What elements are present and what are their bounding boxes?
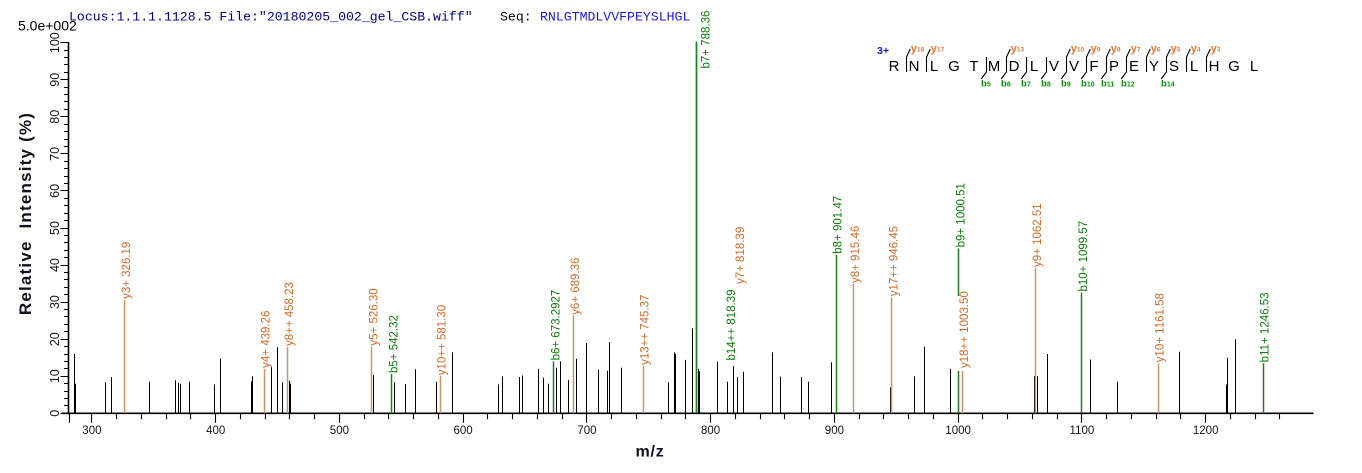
svg-text:Y: Y: [1149, 58, 1159, 75]
svg-text:1000: 1000: [945, 425, 971, 437]
svg-text:b14: b14: [1161, 78, 1175, 89]
svg-text:b12: b12: [1121, 78, 1135, 89]
svg-text:Locus:1.1.1.1128.5 File:"20180: Locus:1.1.1.1128.5 File:"20180205_002_ge…: [69, 10, 473, 25]
svg-text:y18++ 1003.50: y18++ 1003.50: [959, 291, 971, 368]
svg-text:D: D: [1009, 58, 1020, 75]
svg-text:y9: y9: [1091, 43, 1101, 55]
svg-text:S: S: [1169, 58, 1179, 75]
svg-text:300: 300: [82, 425, 101, 437]
svg-text:G: G: [1228, 58, 1240, 75]
svg-text:b14++ 818.39: b14++ 818.39: [726, 290, 738, 361]
svg-text:F: F: [1089, 58, 1098, 75]
svg-text:V: V: [1049, 58, 1059, 75]
svg-text:30: 30: [48, 295, 62, 309]
svg-text:y8: y8: [1111, 43, 1121, 55]
svg-text:P: P: [1109, 58, 1119, 75]
svg-text:3+: 3+: [877, 45, 889, 57]
svg-text:b11+ 1246.53: b11+ 1246.53: [1260, 292, 1272, 362]
svg-text:L: L: [930, 58, 938, 75]
svg-text:50: 50: [48, 221, 62, 235]
svg-text:90: 90: [48, 73, 62, 87]
svg-text:m/z: m/z: [635, 444, 664, 461]
svg-text:E: E: [1129, 58, 1139, 75]
svg-text:70: 70: [48, 147, 62, 161]
svg-text:y6: y6: [1151, 43, 1161, 55]
svg-text:H: H: [1209, 58, 1220, 75]
svg-text:V: V: [1069, 58, 1079, 75]
svg-text:y6+ 689.36: y6+ 689.36: [570, 258, 582, 315]
svg-text:10: 10: [48, 369, 62, 383]
svg-text:y10: y10: [1071, 43, 1085, 55]
svg-text:y10+ 1161.58: y10+ 1161.58: [1155, 293, 1167, 362]
svg-text:b7+ 788.36: b7+ 788.36: [701, 11, 713, 69]
svg-text:y17++ 946.45: y17++ 946.45: [888, 226, 900, 296]
svg-text:y5: y5: [1171, 43, 1181, 55]
svg-text:RNLGTMDLVVFPEYSLHGL: RNLGTMDLVVFPEYSLHGL: [540, 10, 690, 25]
svg-text:80: 80: [48, 110, 62, 124]
svg-text:y18: y18: [911, 43, 925, 55]
svg-text:b5+ 542.32: b5+ 542.32: [388, 315, 400, 373]
svg-text:b6+ 673.2927: b6+ 673.2927: [550, 290, 562, 361]
svg-text:500: 500: [330, 425, 349, 437]
svg-text:Relative Intensity (%): Relative Intensity (%): [16, 112, 35, 315]
svg-text:y7+ 818.39: y7+ 818.39: [735, 227, 747, 284]
svg-text:N: N: [909, 58, 920, 75]
svg-text:400: 400: [206, 425, 225, 437]
svg-text:b8: b8: [1041, 78, 1051, 89]
svg-text:5.0e+002: 5.0e+002: [18, 18, 77, 34]
svg-text:1100: 1100: [1070, 425, 1095, 437]
svg-text:y13: y13: [1011, 43, 1025, 55]
svg-text:0: 0: [48, 410, 62, 417]
svg-text:y5+ 526.30: y5+ 526.30: [368, 288, 380, 345]
svg-text:800: 800: [701, 425, 720, 437]
svg-text:1200: 1200: [1193, 425, 1219, 437]
svg-text:Seq:: Seq:: [500, 10, 532, 25]
svg-text:T: T: [969, 58, 978, 75]
svg-text:100: 100: [48, 32, 62, 53]
svg-text:G: G: [948, 58, 960, 75]
svg-text:L: L: [1190, 58, 1198, 75]
svg-text:b5: b5: [981, 78, 991, 89]
svg-text:L: L: [1030, 58, 1038, 75]
svg-text:y8++ 458.23: y8++ 458.23: [284, 282, 296, 346]
svg-text:b10+ 1099.57: b10+ 1099.57: [1078, 221, 1090, 292]
svg-text:y4: y4: [1191, 43, 1201, 55]
svg-text:b11: b11: [1101, 78, 1114, 89]
svg-text:L: L: [1250, 58, 1258, 75]
svg-text:y8+ 915.46: y8+ 915.46: [850, 226, 862, 283]
svg-text:y9+ 1062.51: y9+ 1062.51: [1032, 203, 1044, 267]
svg-text:b8+ 901.47: b8+ 901.47: [833, 196, 845, 254]
svg-text:40: 40: [48, 258, 62, 272]
svg-text:b6: b6: [1001, 78, 1011, 89]
svg-text:R: R: [889, 58, 900, 75]
svg-text:y13++ 745.37: y13++ 745.37: [640, 295, 652, 365]
svg-text:b7: b7: [1021, 78, 1031, 89]
svg-text:600: 600: [454, 425, 473, 437]
svg-text:b10: b10: [1081, 78, 1095, 89]
svg-text:y17: y17: [931, 43, 945, 55]
svg-text:y4+ 439.26: y4+ 439.26: [261, 311, 273, 368]
svg-text:y3+ 326.19: y3+ 326.19: [121, 242, 133, 299]
svg-text:y3: y3: [1211, 43, 1221, 55]
svg-text:y7: y7: [1131, 43, 1141, 55]
svg-text:700: 700: [577, 425, 596, 437]
svg-text:y10++ 581.30: y10++ 581.30: [437, 305, 449, 375]
svg-text:b9+ 1000.51: b9+ 1000.51: [955, 183, 967, 247]
svg-text:60: 60: [48, 184, 62, 198]
svg-text:b9: b9: [1061, 78, 1071, 89]
svg-text:20: 20: [48, 332, 62, 346]
svg-text:900: 900: [825, 425, 844, 437]
svg-text:M: M: [988, 58, 1001, 75]
